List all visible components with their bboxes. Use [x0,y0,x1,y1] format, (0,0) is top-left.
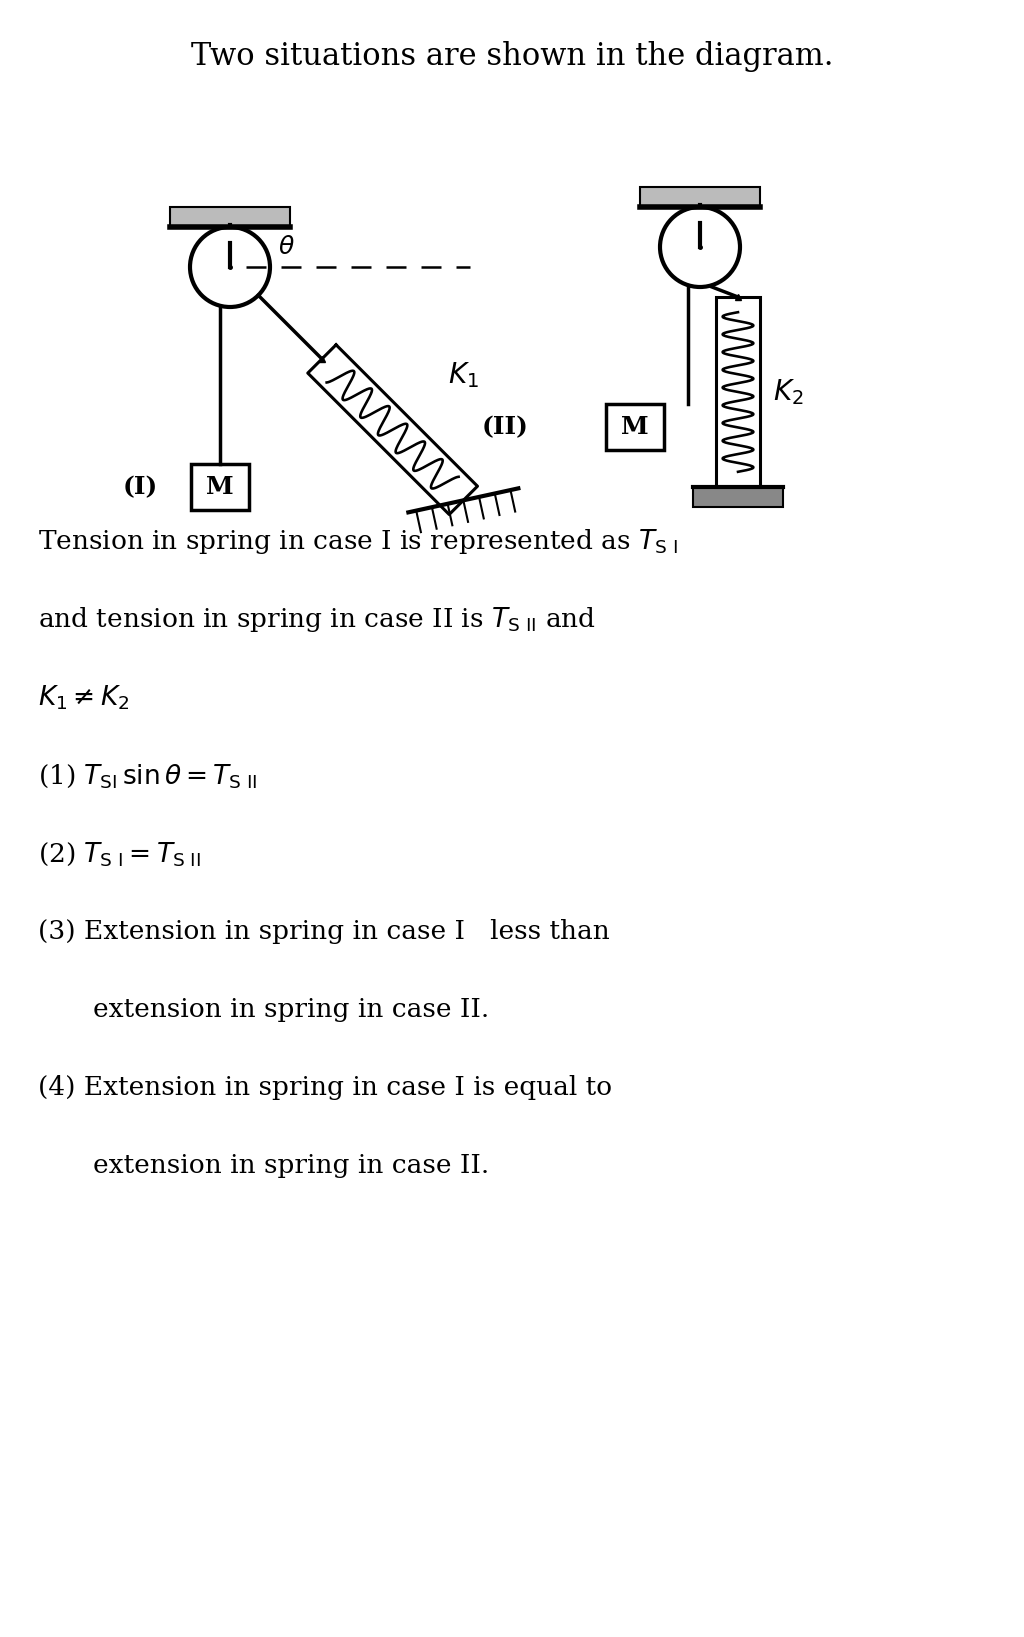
Text: (II): (II) [481,416,528,439]
Text: $K_2$: $K_2$ [773,377,804,408]
Text: $\theta$: $\theta$ [278,236,295,259]
Bar [606,404,664,450]
Text: extension in spring in case II.: extension in spring in case II. [93,1154,489,1179]
Text: $K_1 \neq K_2$: $K_1 \neq K_2$ [38,684,129,712]
Text: (1) $T_{\mathrm{SI}}\,\sin\theta = T_{\mathrm{S\ II}}$: (1) $T_{\mathrm{SI}}\,\sin\theta = T_{\m… [38,761,257,791]
Text: and tension in spring in case II is $T_{\mathrm{S\ II}}$ and: and tension in spring in case II is $T_{… [38,606,596,635]
Text: Tension in spring in case I is represented as $T_{\mathrm{S\ I}}$: Tension in spring in case I is represent… [38,527,678,557]
Text: (4) Extension in spring in case I is equal to: (4) Extension in spring in case I is equ… [38,1076,612,1100]
Text: M: M [622,416,649,439]
Text: (I): (I) [123,475,158,499]
Text: (3) Extension in spring in case I   less than: (3) Extension in spring in case I less t… [38,920,609,945]
Text: M: M [206,475,233,499]
Text: (2) $T_{\mathrm{S\ I}} = T_{\mathrm{S\ II}}$: (2) $T_{\mathrm{S\ I}} = T_{\mathrm{S\ I… [38,840,201,868]
Bar [170,206,290,228]
Bar [640,187,760,206]
Bar [716,296,760,486]
Bar [693,486,783,507]
Bar [191,463,249,511]
Text: Two situations are shown in the diagram.: Two situations are shown in the diagram. [190,41,834,72]
Text: extension in spring in case II.: extension in spring in case II. [93,997,489,1023]
Text: $K_1$: $K_1$ [447,360,478,390]
